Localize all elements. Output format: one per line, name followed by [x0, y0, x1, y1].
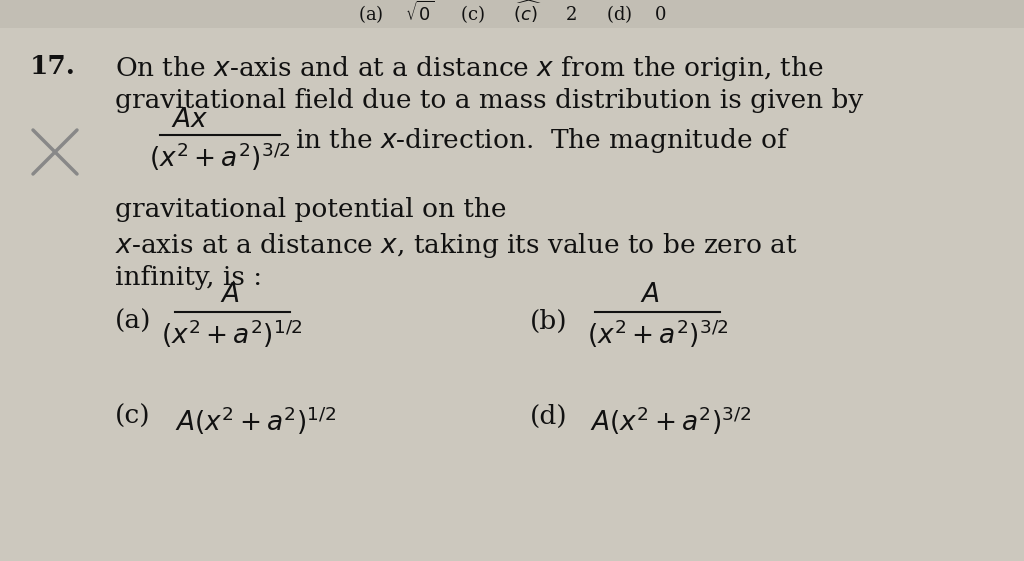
Text: infinity, is :: infinity, is :: [115, 265, 262, 290]
Text: (a): (a): [115, 309, 152, 334]
Text: $(x^2+a^2)^{1/2}$: $(x^2+a^2)^{1/2}$: [161, 317, 303, 350]
Text: gravitational potential on the: gravitational potential on the: [115, 197, 507, 222]
Text: (b): (b): [530, 309, 567, 334]
Text: in the $x$-direction.  The magnitude of: in the $x$-direction. The magnitude of: [295, 126, 790, 155]
Text: $A(x^2+a^2)^{3/2}$: $A(x^2+a^2)^{3/2}$: [590, 404, 752, 436]
Bar: [0, 0, 1024, 28]
Text: On the $x$-axis and at a distance $x$ from the origin, the: On the $x$-axis and at a distance $x$ fr…: [115, 54, 824, 83]
Text: $(x^2+a^2)^{3/2}$: $(x^2+a^2)^{3/2}$: [150, 140, 291, 172]
Text: (c): (c): [115, 404, 151, 429]
Text: (d): (d): [530, 404, 567, 429]
Text: $Ax$: $Ax$: [171, 107, 209, 132]
Text: $(x^2+a^2)^{3/2}$: $(x^2+a^2)^{3/2}$: [587, 317, 729, 350]
Text: (a)    $\sqrt{0}$     (c)     $\widehat{(c)}$     2     (d)    0: (a) $\sqrt{0}$ (c) $\widehat{(c)}$ 2 (d)…: [357, 0, 667, 25]
Text: 17.: 17.: [30, 54, 76, 79]
Text: $A$: $A$: [640, 282, 659, 307]
Text: $A$: $A$: [220, 282, 240, 307]
Text: $x$-axis at a distance $x$, taking its value to be zero at: $x$-axis at a distance $x$, taking its v…: [115, 231, 798, 260]
Text: $A(x^2+a^2)^{1/2}$: $A(x^2+a^2)^{1/2}$: [175, 404, 336, 436]
Text: gravitational field due to a mass distribution is given by: gravitational field due to a mass distri…: [115, 88, 863, 113]
